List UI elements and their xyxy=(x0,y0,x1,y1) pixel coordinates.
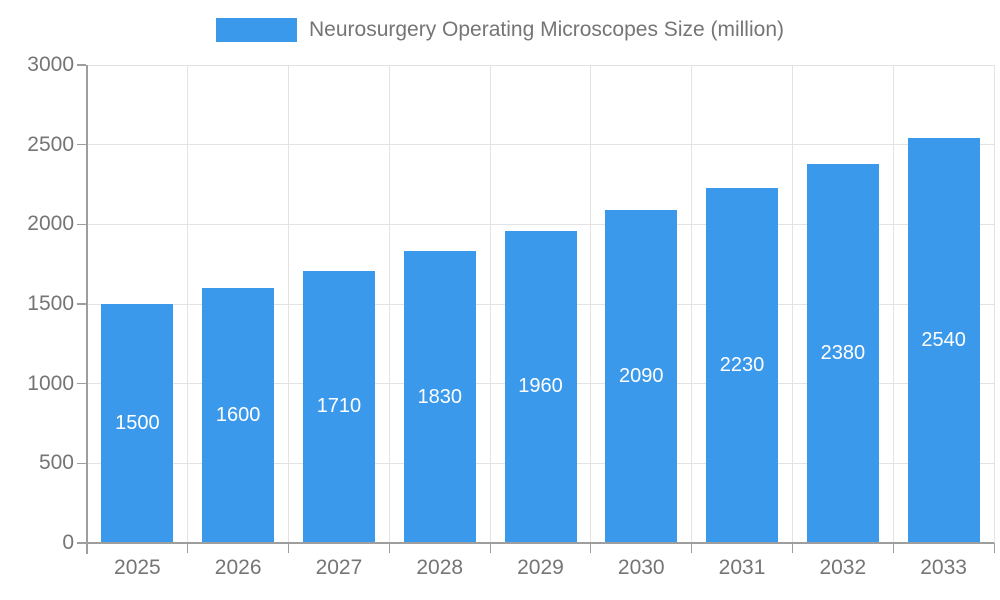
y-axis-label: 1000 xyxy=(27,371,74,395)
x-tick-mark xyxy=(691,543,693,553)
v-gridline xyxy=(187,65,189,543)
x-axis-label: 2031 xyxy=(718,556,766,579)
x-axis-label: 2032 xyxy=(819,556,867,579)
h-gridline xyxy=(87,223,994,225)
y-axis-label: 3000 xyxy=(27,53,74,76)
bar: 1600 xyxy=(202,288,275,543)
x-axis-label: 2033 xyxy=(920,556,967,579)
bar: 1710 xyxy=(302,270,375,543)
y-tick-mark xyxy=(77,303,86,305)
x-axis-label: 2025 xyxy=(114,556,161,579)
bar: 1500 xyxy=(101,304,174,543)
y-tick-mark xyxy=(77,143,86,146)
bar-value-label: 2230 xyxy=(719,353,765,376)
x-axis-label: 2028 xyxy=(416,556,464,579)
v-gridline xyxy=(892,65,894,543)
bar-value-label: 2090 xyxy=(619,364,664,387)
bar-value-label: 2380 xyxy=(820,341,866,364)
x-axis-line xyxy=(87,542,994,544)
bar: 2380 xyxy=(806,163,879,543)
bar-value-label: 1600 xyxy=(215,404,261,427)
y-axis-label: 2000 xyxy=(27,212,74,236)
x-tick-mark xyxy=(791,543,793,553)
bar: 2540 xyxy=(907,138,980,543)
bar-value-label: 1710 xyxy=(316,395,362,418)
chart-legend[interactable]: Neurosurgery Operating Microscopes Size … xyxy=(215,18,785,42)
y-tick-mark xyxy=(77,542,86,544)
bar-value-label: 2540 xyxy=(921,329,966,352)
bar: 2090 xyxy=(605,209,678,543)
v-gridline xyxy=(388,65,390,543)
x-tick-mark xyxy=(288,543,290,553)
y-axis-label: 0 xyxy=(62,531,74,554)
x-axis-label: 2027 xyxy=(315,556,363,579)
y-axis-label: 500 xyxy=(38,451,74,475)
v-gridline xyxy=(791,65,793,543)
y-axis-label: 1500 xyxy=(27,292,74,315)
y-axis-label: 2500 xyxy=(27,132,74,156)
y-tick-mark xyxy=(77,462,86,465)
x-tick-mark xyxy=(187,543,189,553)
y-tick-mark xyxy=(77,223,86,226)
bar-value-label: 1500 xyxy=(115,412,160,434)
v-gridline xyxy=(590,65,592,543)
bar-value-label: 1960 xyxy=(518,375,563,398)
y-tick-mark xyxy=(77,64,86,66)
x-tick-mark xyxy=(892,543,894,553)
x-tick-mark xyxy=(388,543,390,553)
y-tick-mark xyxy=(77,382,86,385)
legend-swatch xyxy=(215,18,297,42)
v-gridline xyxy=(691,65,693,543)
bar: 2230 xyxy=(706,187,779,543)
bar: 1960 xyxy=(504,230,577,543)
v-gridline xyxy=(489,65,491,543)
bar: 1830 xyxy=(403,251,476,543)
x-axis-label: 2026 xyxy=(214,556,262,579)
legend-label: Neurosurgery Operating Microscopes Size … xyxy=(308,18,785,41)
bar-value-label: 1830 xyxy=(417,385,462,408)
h-gridline xyxy=(87,144,994,146)
v-gridline xyxy=(288,65,290,543)
x-tick-mark xyxy=(590,543,592,553)
x-axis-label: 2029 xyxy=(517,556,564,579)
x-tick-mark xyxy=(489,543,491,553)
y-axis-line xyxy=(86,65,88,554)
x-axis-label: 2030 xyxy=(617,556,665,579)
x-tick-mark xyxy=(993,543,995,553)
v-gridline xyxy=(993,65,995,543)
h-gridline xyxy=(87,64,994,66)
